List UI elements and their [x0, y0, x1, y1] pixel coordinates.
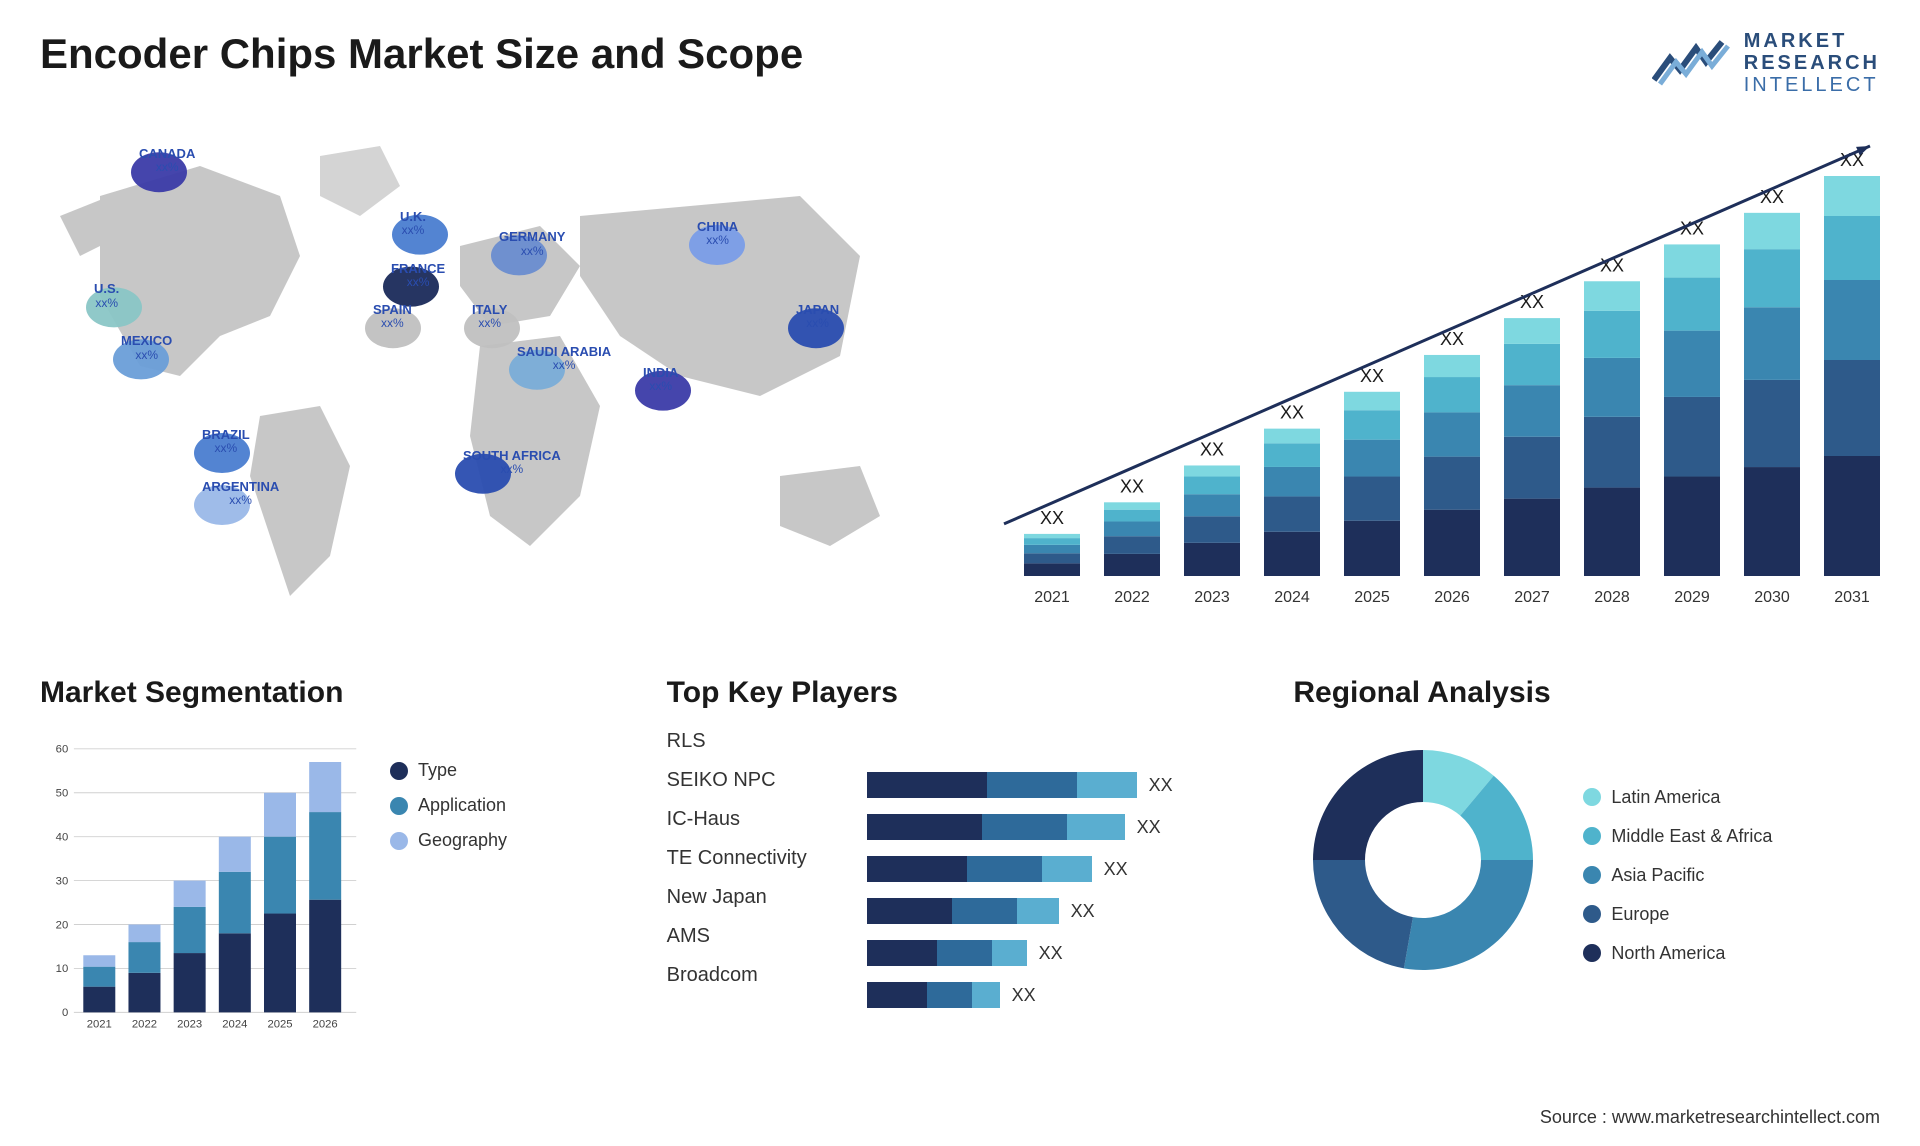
svg-text:2024: 2024: [1274, 589, 1310, 606]
player-name: Broadcom: [667, 964, 847, 987]
svg-text:20: 20: [56, 919, 69, 931]
segmentation-legend: Type Application Geography: [390, 760, 507, 851]
svg-text:2025: 2025: [1354, 589, 1390, 606]
players-panel: Top Key Players RLS SEIKO NPC IC-Haus TE Co…: [667, 676, 1254, 1050]
brand-line3: INTELLECT: [1744, 74, 1880, 96]
svg-text:XX: XX: [1280, 403, 1304, 423]
map-label: CHINAxx%: [697, 220, 738, 247]
players-names-list: RLS SEIKO NPC IC-Haus TE Connectivity New Ja…: [667, 730, 847, 1008]
map-label: INDIAxx%: [643, 366, 678, 393]
regional-legend: Latin America Middle East & Africa Asia Pa…: [1583, 787, 1772, 964]
segmentation-title: Market Segmentation: [40, 676, 627, 710]
segmentation-chart: 0 10 20 30 40 50 60 2021 2022 2023 2024 2025 2026: [40, 730, 360, 1050]
regional-panel: Regional Analysis Latin America Middle Ea…: [1293, 676, 1880, 1050]
world-map: CANADAxx% U.S.xx%MEXICOxx% BRAZILxx% ARGENT…: [40, 116, 940, 636]
svg-text:2026: 2026: [313, 1018, 338, 1030]
brand-logo-block: MARKET RESEARCH INTELLECT: [1652, 30, 1880, 96]
world-map-svg: [40, 116, 940, 636]
player-name: New Japan: [667, 886, 847, 909]
svg-text:40: 40: [56, 831, 69, 843]
map-label: BRAZILxx%: [202, 428, 250, 455]
svg-text:2023: 2023: [1194, 589, 1230, 606]
svg-text:2022: 2022: [1114, 589, 1150, 606]
svg-text:2028: 2028: [1594, 589, 1630, 606]
map-label: ITALYxx%: [472, 303, 507, 330]
svg-text:2023: 2023: [177, 1018, 202, 1030]
legend-item: Application: [390, 795, 507, 816]
svg-text:2021: 2021: [1034, 589, 1070, 606]
svg-text:2024: 2024: [222, 1018, 247, 1030]
legend-item: Asia Pacific: [1583, 865, 1772, 886]
brand-logo-icon: [1652, 38, 1732, 88]
svg-text:2021: 2021: [87, 1018, 112, 1030]
map-label: CANADAxx%: [139, 147, 195, 174]
player-name: RLS: [667, 730, 847, 753]
svg-text:2027: 2027: [1514, 589, 1550, 606]
player-name: AMS: [667, 925, 847, 948]
regional-title: Regional Analysis: [1293, 676, 1880, 710]
player-bar-row: XX: [867, 856, 1254, 882]
players-bars-list: XX XX XX XX XX XX: [867, 730, 1254, 1008]
legend-item: Europe: [1583, 904, 1772, 925]
svg-text:2022: 2022: [132, 1018, 157, 1030]
svg-text:2029: 2029: [1674, 589, 1710, 606]
brand-line1: MARKET: [1744, 30, 1880, 52]
svg-text:2026: 2026: [1434, 589, 1470, 606]
svg-text:XX: XX: [1200, 439, 1224, 459]
players-title: Top Key Players: [667, 676, 1254, 710]
player-bar-row: XX: [867, 814, 1254, 840]
legend-item: Middle East & Africa: [1583, 826, 1772, 847]
legend-item: Type: [390, 760, 507, 781]
svg-text:2030: 2030: [1754, 589, 1790, 606]
svg-text:2031: 2031: [1834, 589, 1870, 606]
map-label: SAUDI ARABIAxx%: [517, 345, 611, 372]
svg-text:XX: XX: [1120, 476, 1144, 496]
legend-item: Latin America: [1583, 787, 1772, 808]
page-title: Encoder Chips Market Size and Scope: [40, 30, 803, 78]
map-label: SPAINxx%: [373, 303, 412, 330]
svg-text:30: 30: [56, 875, 69, 887]
segmentation-panel: Market Segmentation 0 10 20 30 40 50 60 2021 202…: [40, 676, 627, 1050]
brand-line2: RESEARCH: [1744, 52, 1880, 74]
forecast-chart: XX2021XX2022XX2023XX2024XX2025XX2026XX20…: [980, 116, 1880, 636]
source-attribution: Source : www.marketresearchintellect.com: [1540, 1107, 1880, 1128]
map-label: MEXICOxx%: [121, 334, 172, 361]
map-label: GERMANYxx%: [499, 230, 565, 257]
player-name: TE Connectivity: [667, 847, 847, 870]
map-label: U.K.xx%: [400, 210, 426, 237]
svg-text:0: 0: [62, 1007, 68, 1019]
player-bar-row: XX: [867, 940, 1254, 966]
map-label: SOUTH AFRICAxx%: [463, 449, 561, 476]
svg-text:50: 50: [56, 788, 69, 800]
player-bar-row: XX: [867, 898, 1254, 924]
svg-text:XX: XX: [1040, 508, 1064, 528]
legend-item: Geography: [390, 830, 507, 851]
player-bar-row: XX: [867, 772, 1254, 798]
regional-donut: [1293, 730, 1553, 990]
svg-text:60: 60: [56, 744, 69, 756]
svg-text:XX: XX: [1360, 366, 1384, 386]
map-label: JAPANxx%: [796, 303, 839, 330]
map-label: U.S.xx%: [94, 282, 119, 309]
player-bar-row: XX: [867, 982, 1254, 1008]
svg-text:2025: 2025: [267, 1018, 292, 1030]
forecast-chart-svg: XX2021XX2022XX2023XX2024XX2025XX2026XX20…: [980, 116, 1880, 636]
player-name: IC-Haus: [667, 808, 847, 831]
legend-item: North America: [1583, 943, 1772, 964]
svg-text:10: 10: [56, 963, 69, 975]
player-name: SEIKO NPC: [667, 769, 847, 792]
map-label: FRANCExx%: [391, 262, 445, 289]
map-label: ARGENTINAxx%: [202, 480, 279, 507]
